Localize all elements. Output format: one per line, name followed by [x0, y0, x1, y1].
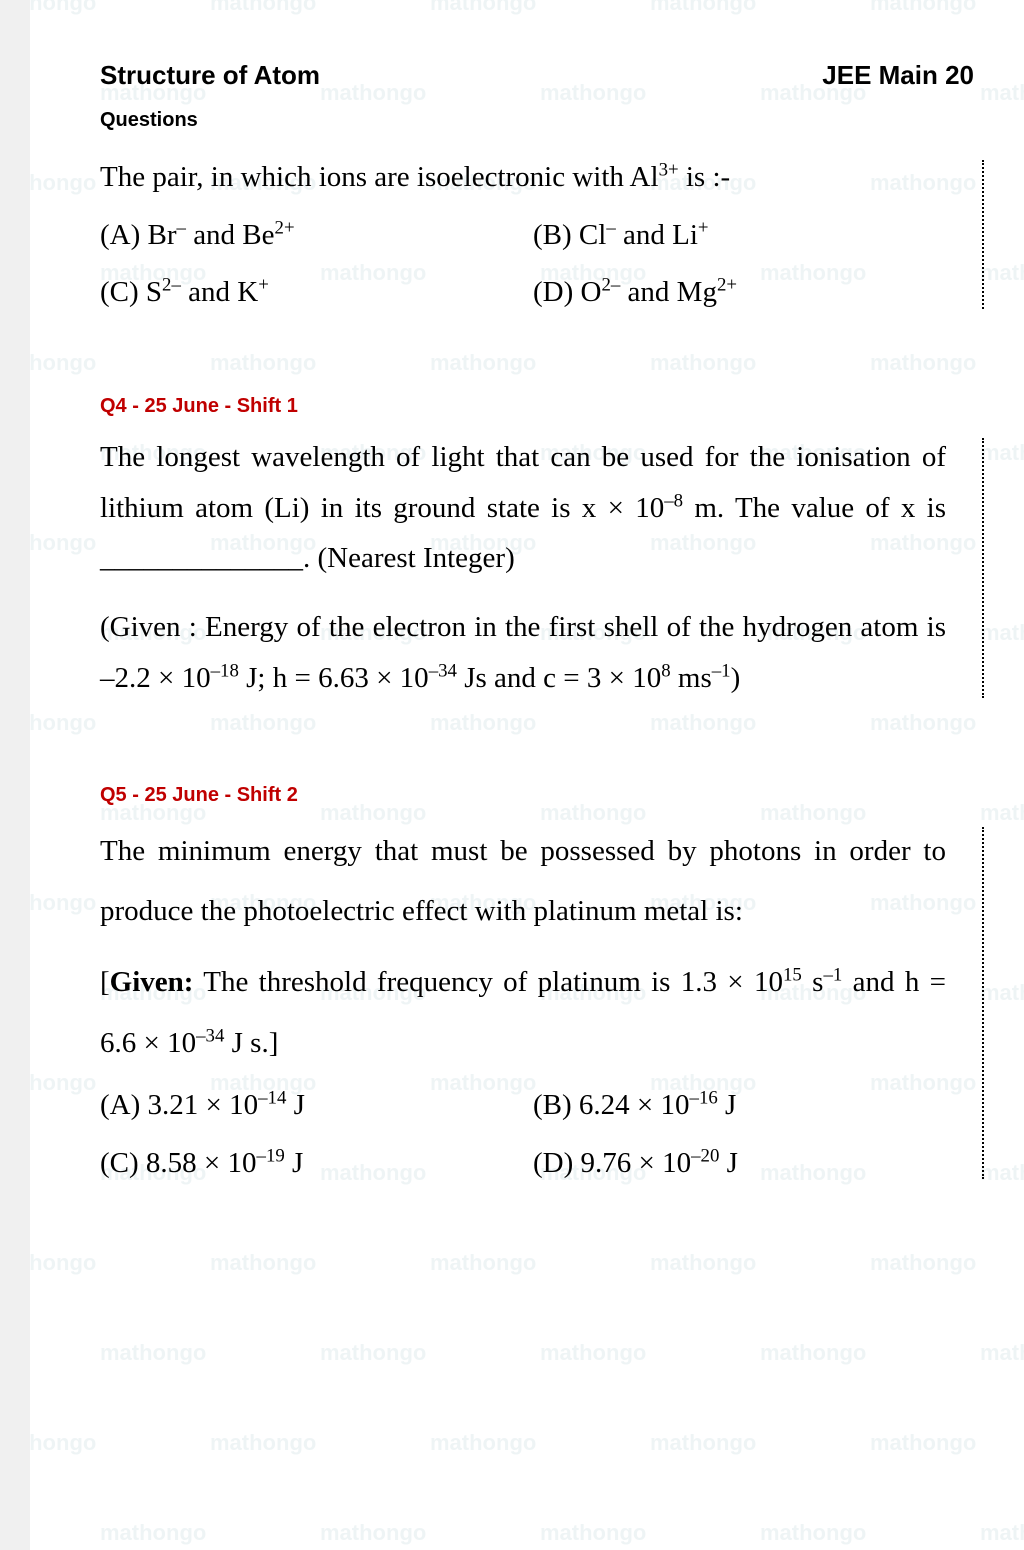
options-grid: (A) Br– and Be2+ (B) Cl– and Li+ (C) S2–… [100, 214, 946, 315]
watermark-text: mathongo [210, 1430, 316, 1456]
watermark-text: mathongo [30, 710, 96, 736]
watermark-text: mathongo [210, 350, 316, 376]
watermark-text: mathongo [210, 0, 316, 16]
watermark-text: mathongo [30, 890, 96, 916]
option-b: (B) 6.24 × 10–16 J [533, 1084, 946, 1128]
watermark-text: mathongo [870, 1430, 976, 1456]
watermark-text: mathongo [980, 1160, 1024, 1186]
watermark-text: mathongo [430, 1430, 536, 1456]
watermark-text: mathongo [30, 530, 96, 556]
option-a: (A) Br– and Be2+ [100, 214, 513, 258]
watermark-text: mathongo [540, 1340, 646, 1366]
watermark-text: mathongo [650, 1250, 756, 1276]
watermark-text: mathongo [980, 440, 1024, 466]
watermark-text: mathongo [430, 350, 536, 376]
watermark-text: mathongo [100, 1340, 206, 1366]
watermark-text: mathongo [870, 710, 976, 736]
watermark-text: mathongo [30, 0, 96, 16]
watermark-text: mathongo [430, 0, 536, 16]
question-block-3: The pair, in which ions are isoelectroni… [100, 154, 974, 315]
option-b: (B) Cl– and Li+ [533, 214, 946, 258]
vertical-rule [982, 160, 984, 309]
watermark-text: mathongo [30, 170, 96, 196]
watermark-text: mathongo [980, 620, 1024, 646]
watermark-text: mathongo [320, 1520, 426, 1546]
option-a: (A) 3.21 × 10–14 J [100, 1084, 513, 1128]
exam-title: JEE Main 20 [822, 60, 974, 91]
vertical-rule [982, 827, 984, 1180]
option-c: (C) S2– and K+ [100, 271, 513, 315]
watermark-text: mathongo [980, 260, 1024, 286]
watermark-text: mathongo [30, 1430, 96, 1456]
watermark-text: mathongo [100, 1520, 206, 1546]
question-content: The pair, in which ions are isoelectroni… [100, 154, 974, 315]
question-label: Q4 - 25 June - Shift 1 [100, 395, 974, 418]
watermark-text: mathongo [650, 710, 756, 736]
header-row: Structure of Atom JEE Main 20 [100, 60, 974, 91]
watermark-text: mathongo [980, 980, 1024, 1006]
watermark-text: mathongo [430, 1250, 536, 1276]
question-content: The longest wavelength of light that can… [100, 432, 974, 704]
options-grid: (A) 3.21 × 10–14 J (B) 6.24 × 10–16 J (C… [100, 1084, 946, 1185]
question-content: The minimum energy that must be possesse… [100, 821, 974, 1186]
question-para: The longest wavelength of light that can… [100, 432, 946, 584]
watermark-text: mathongo [210, 710, 316, 736]
watermark-text: mathongo [870, 350, 976, 376]
option-c: (C) 8.58 × 10–19 J [100, 1142, 513, 1186]
question-para: The minimum energy that must be possesse… [100, 821, 946, 943]
watermark-text: mathongo [210, 1250, 316, 1276]
vertical-rule [982, 438, 984, 698]
watermark-text: mathongo [870, 0, 976, 16]
question-text: The pair, in which ions are isoelectroni… [100, 154, 946, 202]
question-para: (Given : Energy of the electron in the f… [100, 602, 946, 704]
watermark-text: mathongo [430, 710, 536, 736]
watermark-text: mathongo [760, 1340, 866, 1366]
question-para: [Given: The threshold frequency of plati… [100, 952, 946, 1074]
watermark-text: mathongo [980, 80, 1024, 106]
watermark-text: mathongo [760, 1520, 866, 1546]
watermark-text: mathongo [650, 350, 756, 376]
page: mathongo mathongo mathongo mathongo mathongo… [30, 0, 1024, 1550]
watermark-text: mathongo [980, 1340, 1024, 1366]
watermark-text: mathongo [30, 1070, 96, 1096]
question-block-5: Q5 - 25 June - Shift 2 The minimum energ… [100, 784, 974, 1186]
watermark-text: mathongo [650, 1430, 756, 1456]
watermark-text: mathongo [540, 1520, 646, 1546]
watermark-text: mathongo [30, 350, 96, 376]
watermark-text: mathongo [870, 1250, 976, 1276]
watermark-text: mathongo [30, 1250, 96, 1276]
question-block-4: Q4 - 25 June - Shift 1 The longest wavel… [100, 395, 974, 704]
chapter-title: Structure of Atom [100, 60, 320, 91]
option-d: (D) 9.76 × 10–20 J [533, 1142, 946, 1186]
question-label: Q5 - 25 June - Shift 2 [100, 784, 974, 807]
watermark-text: mathongo [980, 1520, 1024, 1546]
questions-label: Questions [100, 109, 974, 132]
option-d: (D) O2– and Mg2+ [533, 271, 946, 315]
watermark-text: mathongo [650, 0, 756, 16]
watermark-text: mathongo [980, 800, 1024, 826]
watermark-text: mathongo [320, 1340, 426, 1366]
